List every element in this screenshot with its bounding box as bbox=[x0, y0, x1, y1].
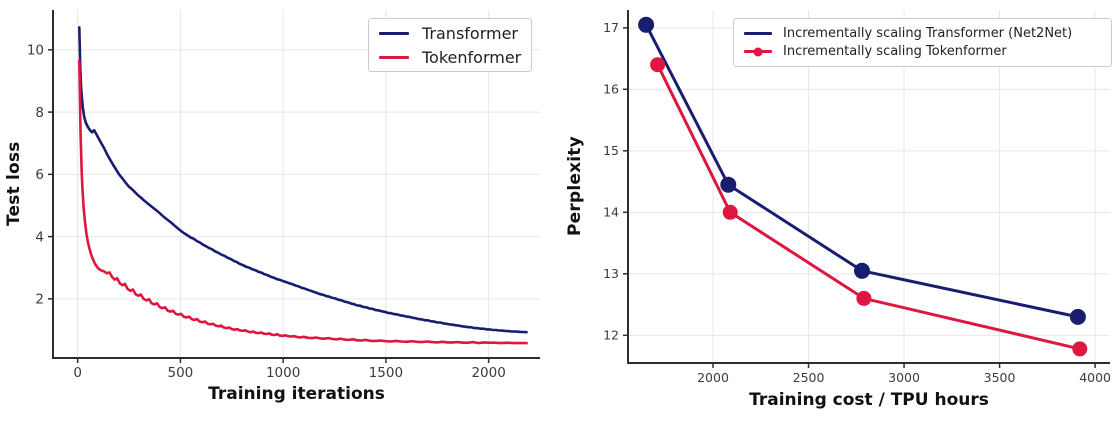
y-tick-label: 8 bbox=[35, 105, 44, 121]
data-point-marker bbox=[856, 290, 872, 306]
legend-label: Incrementally scaling Transformer (Net2N… bbox=[783, 26, 1073, 41]
x-tick-label: 500 bbox=[168, 365, 194, 381]
y-tick-label: 15 bbox=[603, 143, 619, 158]
legend-label: Transformer bbox=[422, 23, 519, 43]
left-chart-legend: Transformer Tokenformer bbox=[368, 18, 532, 72]
legend-label: Incrementally scaling Tokenformer bbox=[783, 44, 1007, 59]
line-sample-icon bbox=[379, 55, 409, 59]
series-line-1 bbox=[78, 59, 528, 345]
transformer-net2net-line-swatch bbox=[744, 32, 772, 35]
right-chart: 2000 2500 3000 3500 4000 12 13 14 15 16 17 Perplex… bbox=[555, 0, 1115, 426]
x-tick-label: 2000 bbox=[697, 370, 729, 385]
legend-item-transformer: Transformer bbox=[379, 24, 521, 43]
data-point-marker bbox=[1069, 308, 1086, 325]
series-line-1 bbox=[656, 63, 1082, 351]
right-chart-legend: Incrementally scaling Transformer (Net2N… bbox=[733, 18, 1112, 67]
y-tick-label: 16 bbox=[603, 82, 619, 97]
data-point-marker bbox=[650, 57, 666, 73]
transformer-line-swatch bbox=[379, 31, 409, 35]
data-point-marker bbox=[720, 176, 737, 193]
x-tick-label: 3500 bbox=[984, 370, 1016, 385]
data-point-marker bbox=[1072, 341, 1088, 357]
line-sample-icon bbox=[379, 31, 409, 35]
x-tick-label: 3000 bbox=[888, 370, 920, 385]
y-tick-label: 13 bbox=[603, 266, 619, 281]
right-x-axis-label: Training cost / TPU hours bbox=[749, 390, 989, 410]
data-point-marker bbox=[854, 262, 870, 279]
left-y-axis-label: Test loss bbox=[4, 141, 24, 227]
legend-item-tokenformer: Tokenformer bbox=[379, 48, 521, 67]
left-x-axis-label: Training iterations bbox=[208, 384, 385, 404]
x-tick-label: 1500 bbox=[369, 365, 403, 381]
x-tick-label: 2000 bbox=[471, 365, 505, 381]
line-sample-icon bbox=[744, 32, 772, 35]
data-point-marker bbox=[638, 16, 655, 33]
data-point-marker bbox=[722, 204, 738, 220]
y-tick-label: 4 bbox=[35, 229, 44, 245]
x-tick-label: 2500 bbox=[793, 370, 825, 385]
y-tick-label: 12 bbox=[603, 328, 619, 343]
left-chart: 0 500 1000 1500 2000 2 4 6 8 10 Test loss Trainin… bbox=[0, 0, 545, 426]
x-tick-label: 1000 bbox=[266, 365, 300, 381]
x-tick-label: 4000 bbox=[1079, 370, 1111, 385]
y-tick-label: 17 bbox=[603, 20, 619, 35]
series-line-0 bbox=[78, 26, 528, 334]
left-chart-plot: 0 500 1000 1500 2000 2 4 6 8 10 bbox=[27, 10, 540, 381]
series-line-0 bbox=[644, 23, 1080, 319]
y-tick-label: 2 bbox=[35, 292, 44, 308]
x-tick-label: 0 bbox=[73, 365, 82, 381]
legend-item-transformer-net2net: Incrementally scaling Transformer (Net2N… bbox=[744, 26, 1101, 41]
y-tick-label: 14 bbox=[603, 205, 619, 220]
tokenformer-scaling-line-swatch bbox=[744, 47, 772, 56]
marker-sample-icon bbox=[753, 47, 763, 56]
tokenformer-line-swatch bbox=[379, 55, 409, 59]
legend-label: Tokenformer bbox=[422, 47, 522, 67]
y-tick-label: 6 bbox=[35, 167, 44, 183]
right-y-axis-label: Perplexity bbox=[565, 136, 585, 237]
y-tick-label: 10 bbox=[27, 43, 44, 59]
legend-item-tokenformer-scaling: Incrementally scaling Tokenformer bbox=[744, 44, 1101, 59]
